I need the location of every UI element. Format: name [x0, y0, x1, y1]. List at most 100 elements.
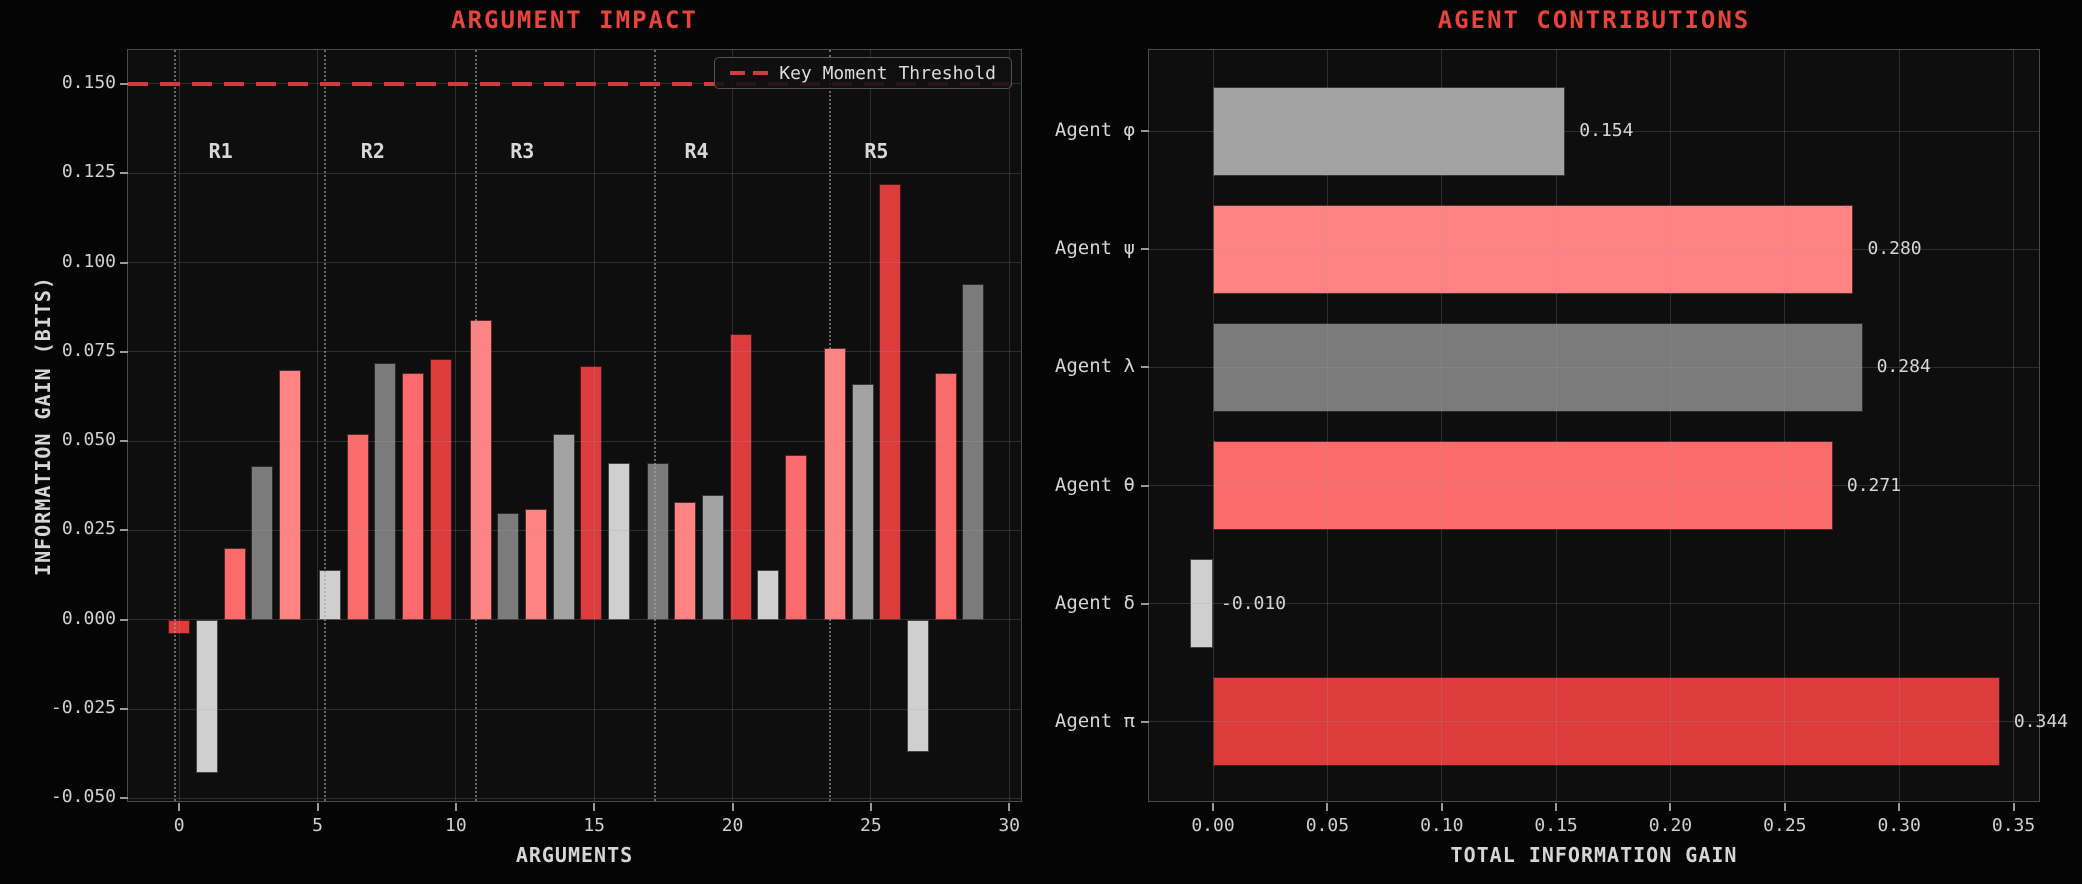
left-y-tick-label: 0.075 — [61, 339, 116, 361]
right-x-tickmark — [1669, 803, 1672, 811]
argument-bar — [646, 462, 669, 620]
left-plot-area: INFORMATION GAIN (BITS) ARGUMENTS Key Mo… — [31, 49, 1022, 867]
right-x-tick-label: 0.35 — [1991, 815, 2036, 836]
left-gridline-v — [455, 50, 457, 801]
argument-bar — [729, 333, 752, 620]
left-x-tickmark — [593, 803, 596, 811]
argument-bar — [580, 366, 603, 620]
agent-total-bar — [1213, 677, 2000, 766]
agent-axis-label: Agent δ — [1054, 591, 1135, 614]
left-y-tick-label: 0.125 — [61, 161, 116, 183]
argument-bar — [168, 619, 191, 635]
right-y-tickmark — [1141, 720, 1149, 723]
left-y-tick-label: -0.050 — [50, 786, 116, 808]
left-y-tickmark — [120, 82, 128, 85]
right-plot-area: TOTAL INFORMATION GAIN 0.154 Agent φ 0.280… — [1055, 49, 2068, 867]
argument-bar — [934, 373, 957, 620]
left-x-tickmark — [869, 803, 872, 811]
left-x-tickmark — [178, 803, 181, 811]
agent-value-label: 0.154 — [1579, 120, 1634, 142]
agent-value-label: 0.271 — [1846, 474, 1902, 496]
key-moment-threshold-legend: Key Moment Threshold — [714, 57, 1012, 89]
left-x-tick-label: 5 — [312, 815, 323, 836]
argument-bar — [757, 569, 780, 620]
right-x-tickmark — [1440, 803, 1443, 811]
left-gridline-h — [128, 172, 1021, 174]
left-y-tick-label: 0.025 — [61, 518, 116, 540]
argument-bar — [251, 466, 274, 620]
agent-value-label: -0.010 — [1221, 592, 1287, 614]
left-y-tick-label: -0.025 — [50, 697, 116, 719]
argument-bar — [851, 383, 874, 620]
round-label: R1 — [208, 138, 233, 163]
left-x-tick-label: 20 — [721, 815, 744, 836]
left-gridline-v — [317, 50, 318, 801]
left-gridline-v — [1008, 50, 1010, 801]
argument-bar — [785, 455, 808, 620]
left-y-tickmark — [120, 797, 128, 800]
agent-axis-label: Agent π — [1054, 709, 1135, 732]
round-boundary-line — [653, 50, 656, 801]
right-x-tickmark — [1783, 803, 1786, 811]
left-y-tick-label: 0.050 — [61, 429, 116, 451]
left-x-tick-label: 0 — [173, 815, 185, 836]
right-y-tickmark — [1141, 484, 1149, 487]
right-x-tickmark — [1555, 803, 1558, 811]
right-x-tick-label: 0.25 — [1763, 815, 1807, 836]
left-y-tickmark — [120, 261, 128, 264]
argument-bar — [962, 283, 985, 620]
argument-bar — [608, 462, 631, 620]
left-y-tickmark — [120, 529, 128, 532]
left-x-tickmark — [316, 803, 319, 811]
left-x-axis-label: ARGUMENTS — [515, 843, 634, 867]
right-y-tickmark — [1141, 602, 1149, 605]
left-y-tick-label: 0.000 — [61, 607, 116, 629]
agent-axis-label: Agent ψ — [1054, 237, 1135, 260]
right-x-tickmark — [1898, 803, 1901, 811]
round-boundary-line — [829, 50, 832, 801]
argument-bar — [702, 494, 725, 620]
left-chart-title: ARGUMENT IMPACT — [451, 6, 698, 34]
agent-total-bar — [1213, 323, 1863, 412]
argument-bar — [469, 319, 492, 620]
round-boundary-line — [173, 50, 176, 801]
round-label: R5 — [864, 138, 889, 163]
dashed-line-icon — [730, 71, 769, 75]
argument-bar — [552, 434, 575, 620]
round-label: R2 — [360, 138, 385, 163]
left-y-tick-label: 0.150 — [61, 71, 116, 93]
left-x-tick-label: 10 — [445, 815, 467, 836]
left-y-tickmark — [120, 708, 128, 711]
argument-bar — [879, 183, 902, 620]
left-x-tick-label: 15 — [583, 815, 606, 836]
argument-bar — [823, 348, 846, 620]
round-label: R4 — [684, 138, 709, 163]
agent-total-bar — [1213, 205, 1854, 294]
right-y-tickmark — [1141, 130, 1149, 133]
agent-axis-label: Agent λ — [1054, 355, 1135, 378]
right-x-tickmark — [1326, 803, 1329, 811]
agent-total-bar — [1213, 441, 1833, 530]
argument-bar — [278, 369, 301, 620]
left-x-tick-label: 30 — [998, 815, 1020, 836]
left-x-tick-label: 25 — [859, 815, 882, 836]
argument-bar — [374, 362, 397, 620]
argument-bar — [906, 619, 929, 752]
agent-value-label: 0.284 — [1876, 356, 1931, 378]
right-x-tick-label: 0.05 — [1305, 815, 1350, 836]
left-y-tickmark — [120, 618, 128, 621]
left-gridline-h — [128, 797, 1021, 799]
left-x-tickmark — [454, 803, 457, 811]
argument-bar — [429, 358, 452, 620]
agent-value-label: 0.280 — [1867, 238, 1922, 260]
legend-label: Key Moment Threshold — [779, 62, 996, 84]
agent-axis-label: Agent θ — [1054, 473, 1135, 496]
left-y-tickmark — [120, 172, 128, 175]
right-gridline-v — [2013, 50, 2015, 801]
right-y-tickmark — [1141, 366, 1149, 369]
right-x-tick-label: 0.20 — [1648, 815, 1693, 836]
argument-bar — [346, 434, 369, 620]
round-boundary-line — [324, 50, 327, 801]
argument-impact-panel: ARGUMENT IMPACT INFORMATION GAIN (BITS) … — [31, 6, 1022, 867]
